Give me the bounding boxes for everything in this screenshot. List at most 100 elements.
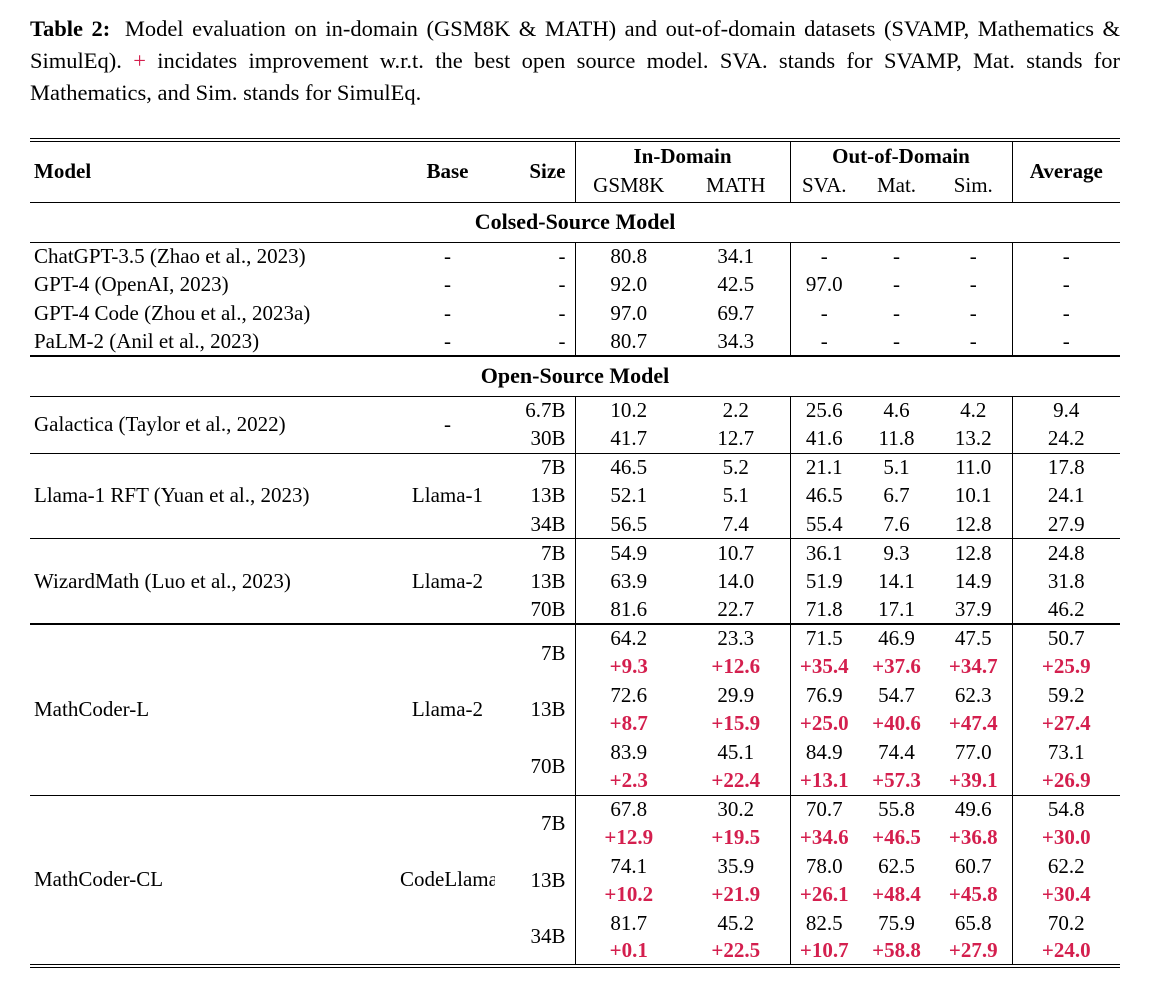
cell-delta: +21.9 <box>711 882 761 907</box>
cell-value: - <box>969 328 977 353</box>
cell-value: 97.0 <box>574 299 682 328</box>
cell-value: 34.3 <box>717 328 755 353</box>
cell-base: CodeLlama <box>400 867 495 892</box>
table-row: 34B 56.5 7.4 55.4 7.6 12.8 27.9 <box>30 510 1121 539</box>
cell-base: - <box>444 272 451 297</box>
caption-label: Table 2: <box>30 16 111 41</box>
cell-value: 62.5 <box>878 853 915 878</box>
cell-value: 46.5 <box>574 453 682 482</box>
cell-value: 69.7 <box>717 300 755 325</box>
cell-value: - <box>893 244 900 268</box>
cell-value: 17.8 <box>1011 453 1121 482</box>
cell-delta: +19.5 <box>711 825 761 850</box>
section-title-label: Open-Source Model <box>30 356 1121 397</box>
cell-value: 5.1 <box>883 455 910 479</box>
cell-delta: +37.6 <box>872 654 921 679</box>
cell-value: 42.5 <box>717 272 755 297</box>
cell-base: - <box>444 244 451 268</box>
cell-value: 78.0 <box>789 852 858 881</box>
cell-value: 81.7 <box>574 909 682 938</box>
section-title-row: Colsed-Source Model <box>30 202 1121 243</box>
cell-value: 21.1 <box>789 453 858 482</box>
header-gsm8k: GSM8K <box>574 170 682 202</box>
cell-value: 12.8 <box>954 511 992 536</box>
table-row: GPT-4 (OpenAI, 2023) - -92.0 42.5 97.0- - - <box>30 270 1121 299</box>
cell-value: 30.2 <box>717 797 755 821</box>
cell-value: 97.0 <box>789 270 858 299</box>
cell-delta: +36.8 <box>948 825 998 850</box>
cell-value: 17.1 <box>878 596 915 621</box>
cell-value: 34.1 <box>717 244 755 268</box>
cell-delta: +22.5 <box>711 938 761 963</box>
cell-model: Galactica (Taylor et al., 2022) <box>34 412 286 436</box>
cell-delta: +48.4 <box>872 882 921 907</box>
cell-value: 6.7 <box>883 483 910 508</box>
cell-value: 73.1 <box>1011 738 1121 767</box>
cell-value: 46.9 <box>878 626 915 651</box>
header-size: Size <box>529 159 566 184</box>
cell-value: 64.2 <box>574 624 682 653</box>
cell-base: - <box>444 412 451 436</box>
cell-delta: +12.6 <box>711 654 761 679</box>
cell-value: 9.3 <box>883 540 910 565</box>
cell-value: 76.9 <box>789 681 858 710</box>
cell-value: 46.5 <box>789 481 858 510</box>
cell-size: 7B <box>540 455 566 479</box>
cell-value: 55.8 <box>878 797 915 821</box>
cell-delta: +35.4 <box>789 652 858 681</box>
cell-size: 13B <box>530 483 566 508</box>
cell-delta: +30.4 <box>1011 880 1121 909</box>
cell-value: 83.9 <box>574 738 682 767</box>
cell-value: 31.8 <box>1011 567 1121 596</box>
cell-value: - <box>893 300 900 325</box>
cell-size: 13B <box>530 868 566 892</box>
cell-delta: +57.3 <box>872 768 921 792</box>
cell-size: 34B <box>530 511 566 536</box>
cell-value: 71.5 <box>789 624 858 653</box>
cell-base: Llama-2 <box>411 697 484 722</box>
cell-size: 30B <box>530 426 566 450</box>
cell-delta: +34.6 <box>789 823 858 852</box>
cell-model: ChatGPT-3.5 (Zhao et al., 2023) <box>34 244 306 268</box>
cell-model: PaLM-2 (Anil et al., 2023) <box>34 328 260 353</box>
cell-value: 45.2 <box>717 910 755 935</box>
table-row: 13B 52.1 5.1 46.5 6.7 10.1 24.1 <box>30 481 1121 510</box>
cell-value: 10.7 <box>717 540 755 565</box>
cell-delta: +26.9 <box>1011 766 1121 795</box>
cell-delta: +27.9 <box>948 938 998 963</box>
cell-value: 54.8 <box>1011 795 1121 824</box>
section-title-row: Open-Source Model <box>30 356 1121 397</box>
cell-value: 46.2 <box>1011 595 1121 624</box>
cell-value: 25.6 <box>789 396 858 425</box>
cell-size: 13B <box>530 697 566 721</box>
cell-value: 56.5 <box>574 510 682 539</box>
cell-value: 10.1 <box>954 483 992 508</box>
cell-value: 60.7 <box>954 853 992 878</box>
header-sva: SVA. <box>789 170 858 202</box>
cell-base: Llama-1 <box>411 483 484 508</box>
cell-value: 23.3 <box>717 626 755 651</box>
cell-value: 35.9 <box>717 853 755 878</box>
cell-size: 7B <box>540 811 566 836</box>
cell-delta: +39.1 <box>948 768 998 792</box>
table-delta-row: +8.7 +15.9 +25.0 +40.6 +47.4 +27.4 <box>30 709 1121 738</box>
cell-value: 5.1 <box>722 483 749 508</box>
cell-value: 67.8 <box>574 795 682 824</box>
cell-value: 72.6 <box>574 681 682 710</box>
table-row: 13B 72.6 29.9 76.9 54.7 62.3 59.2 <box>30 681 1121 721</box>
cell-value: 49.6 <box>954 797 992 821</box>
cell-value: 80.7 <box>574 327 682 356</box>
cell-value: 36.1 <box>789 538 858 567</box>
cell-value: 70.7 <box>789 795 858 824</box>
cell-value: 4.2 <box>960 398 987 422</box>
header-group-row: Model Base Size In-Domain Out-of-Domain … <box>30 140 1121 202</box>
cell-delta: +46.5 <box>872 825 921 850</box>
cell-value: 75.9 <box>878 910 915 935</box>
table-delta-row: +12.9 +19.5 +34.6 +46.5 +36.8 +30.0 <box>30 823 1121 852</box>
cell-value: - <box>1011 299 1121 328</box>
cell-delta: +2.3 <box>574 766 682 795</box>
header-out-of-domain: Out-of-Domain <box>789 140 1013 170</box>
cell-delta: +0.1 <box>574 937 682 966</box>
cell-model: WizardMath (Luo et al., 2023) <box>34 568 291 593</box>
table-row: 13B 63.9 14.0 51.9 14.1 14.9 31.8 <box>30 567 1121 596</box>
